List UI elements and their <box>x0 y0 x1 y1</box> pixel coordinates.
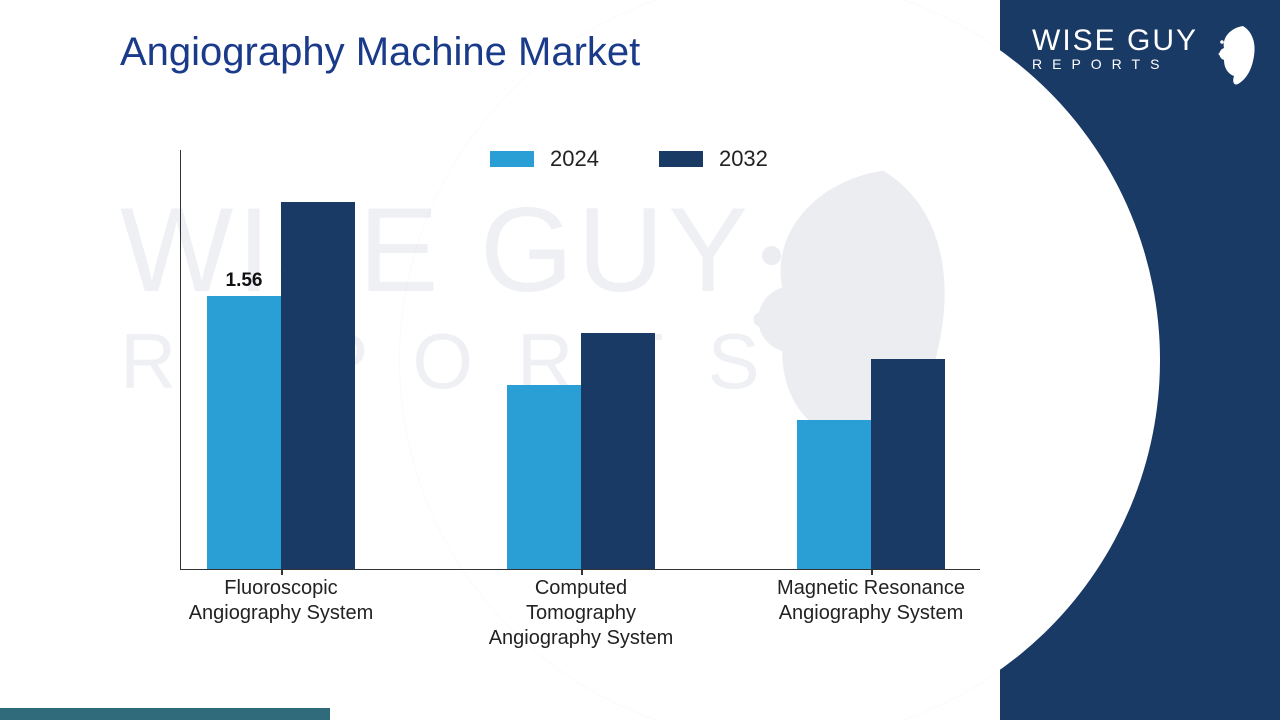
bar: 1.56 <box>207 296 281 569</box>
brand-face-icon <box>1208 24 1258 88</box>
bar-group <box>791 359 951 569</box>
accent-bottom-bar <box>0 708 330 720</box>
category-label: Computed Tomography Angiography System <box>481 576 681 651</box>
chart-title: Angiography Machine Market <box>120 30 640 75</box>
bar <box>871 359 945 569</box>
bar <box>281 202 355 570</box>
plot-region: 1.56Fluoroscopic Angiography SystemCompu… <box>180 150 980 570</box>
bar <box>797 420 871 569</box>
category-label: Magnetic Resonance Angiography System <box>771 576 971 626</box>
bar-group <box>501 333 661 569</box>
x-tick <box>871 569 873 575</box>
bar-group: 1.56 <box>201 202 361 570</box>
chart-area: Market Size in USD Billion 1.56Fluorosco… <box>60 150 980 710</box>
bar <box>581 333 655 569</box>
x-tick <box>581 569 583 575</box>
brand-logo: WISE GUY REPORTS <box>1032 24 1252 72</box>
bar <box>507 385 581 569</box>
bar-value-label: 1.56 <box>226 270 263 292</box>
category-label: Fluoroscopic Angiography System <box>181 576 381 626</box>
x-tick <box>281 569 283 575</box>
